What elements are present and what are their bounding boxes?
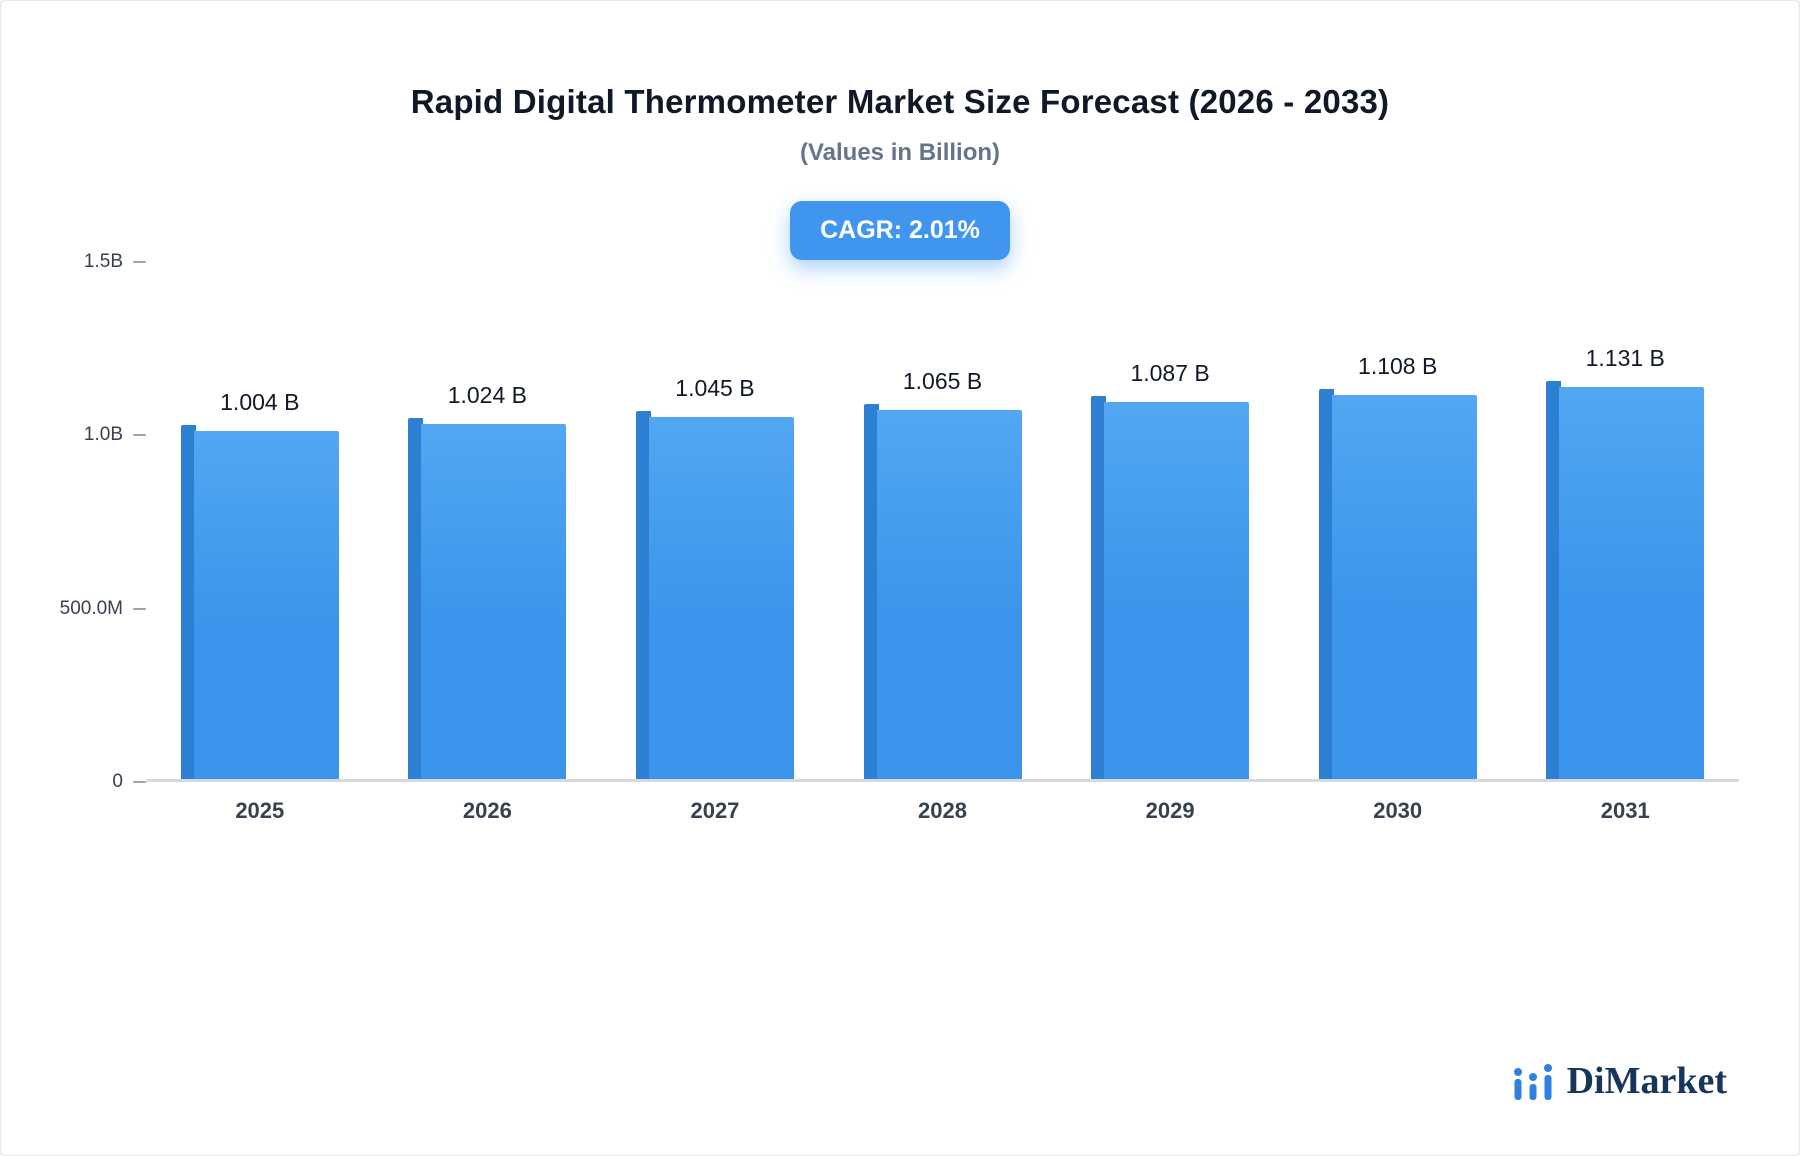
bar-slot-2027: 1.045 B bbox=[601, 262, 829, 779]
x-label-2028: 2028 bbox=[918, 798, 967, 823]
x-label-2030: 2030 bbox=[1373, 798, 1423, 823]
y-tick-500.0M: 500.0M bbox=[60, 598, 146, 620]
bar-3d-side bbox=[863, 403, 879, 779]
y-tick-label: 1.5B bbox=[83, 251, 123, 272]
chart-area: 1.5B 1.0B 500.0M 0 1.004 B 1.024 B 1.045 B 1.0… bbox=[41, 251, 1739, 824]
y-tick-label: 500.0M bbox=[59, 597, 123, 619]
bar-slot-2029: 1.087 B bbox=[1056, 262, 1284, 779]
y-tick-mark bbox=[133, 261, 146, 263]
bar-value-label: 1.087 B bbox=[1130, 360, 1210, 387]
y-tick-mark bbox=[133, 434, 146, 437]
bar-2029: 1.087 B bbox=[1091, 360, 1250, 779]
bar-2025: 1.004 B bbox=[180, 389, 339, 779]
y-tick-1.5B: 1.5B bbox=[84, 251, 146, 273]
bar-3d-side bbox=[408, 418, 424, 779]
chart-title: Rapid Digital Thermometer Market Size Fo… bbox=[410, 83, 1390, 120]
bar-slot-2025: 1.004 B bbox=[146, 262, 374, 779]
bar-slot-2031: 1.131 B bbox=[1511, 262, 1739, 779]
bar-face bbox=[876, 409, 1022, 779]
bar-3d-side bbox=[1318, 388, 1334, 779]
x-label-2031: 2031 bbox=[1600, 798, 1650, 823]
bar-3d-side bbox=[1091, 396, 1107, 779]
y-axis: 1.5B 1.0B 500.0M 0 bbox=[41, 251, 146, 792]
bar-3d-side bbox=[635, 410, 651, 779]
bar-2027: 1.045 B bbox=[635, 375, 794, 779]
chart-header: Rapid Digital Thermometer Market Size Fo… bbox=[1, 1, 1799, 167]
bar-face bbox=[1331, 394, 1477, 779]
bar-2031: 1.131 B bbox=[1546, 345, 1705, 779]
bar-value-label: 1.004 B bbox=[220, 388, 300, 415]
bar-3d-side bbox=[180, 424, 196, 779]
badge-row: CAGR: 2.01% bbox=[1, 201, 1799, 260]
x-label-2025: 2025 bbox=[235, 798, 285, 823]
x-label-2027: 2027 bbox=[690, 798, 740, 823]
chart-subtitle: (Values in Billion) bbox=[799, 139, 1001, 166]
bar-3d-side bbox=[1546, 380, 1562, 779]
y-tick-0: 0 bbox=[112, 771, 146, 793]
brand-chart-icon bbox=[1511, 1059, 1555, 1103]
y-tick-mark bbox=[133, 781, 146, 783]
bar-2030: 1.108 B bbox=[1318, 353, 1477, 779]
y-tick-1.0B: 1.0B bbox=[84, 424, 146, 446]
bar-value-label: 1.065 B bbox=[902, 367, 983, 394]
bar-face bbox=[648, 416, 794, 779]
bar-slot-2030: 1.108 B bbox=[1284, 262, 1512, 779]
bar-face bbox=[193, 430, 339, 779]
brand-logo: DiMarket bbox=[1511, 1059, 1727, 1103]
bar-slot-2026: 1.024 B bbox=[374, 262, 602, 779]
y-tick-mark bbox=[133, 607, 146, 610]
brand-name: DiMarket bbox=[1566, 1060, 1727, 1102]
bar-slot-2028: 1.065 B bbox=[829, 262, 1057, 779]
x-axis: 2025 2026 2027 2028 2029 2030 2031 bbox=[146, 798, 1739, 824]
bar-face bbox=[1559, 386, 1705, 779]
bar-value-label: 1.108 B bbox=[1358, 352, 1438, 379]
bar-face bbox=[421, 424, 567, 779]
y-tick-label: 1.0B bbox=[83, 424, 123, 446]
cagr-badge: CAGR: 2.01% bbox=[790, 201, 1010, 260]
bars-container: 1.004 B 1.024 B 1.045 B 1.065 B 1.087 B 1.108… bbox=[146, 262, 1739, 779]
bar-value-label: 1.045 B bbox=[675, 374, 755, 401]
y-tick-label: 0 bbox=[112, 771, 123, 792]
bar-value-label: 1.131 B bbox=[1585, 344, 1665, 371]
bar-2028: 1.065 B bbox=[863, 368, 1022, 779]
bar-value-label: 1.024 B bbox=[447, 382, 528, 409]
plot-area: 1.004 B 1.024 B 1.045 B 1.065 B 1.087 B 1.108… bbox=[146, 262, 1739, 782]
bar-2026: 1.024 B bbox=[408, 382, 567, 779]
x-label-2029: 2029 bbox=[1145, 798, 1195, 823]
x-label-2026: 2026 bbox=[462, 798, 512, 823]
bar-face bbox=[1104, 402, 1250, 779]
